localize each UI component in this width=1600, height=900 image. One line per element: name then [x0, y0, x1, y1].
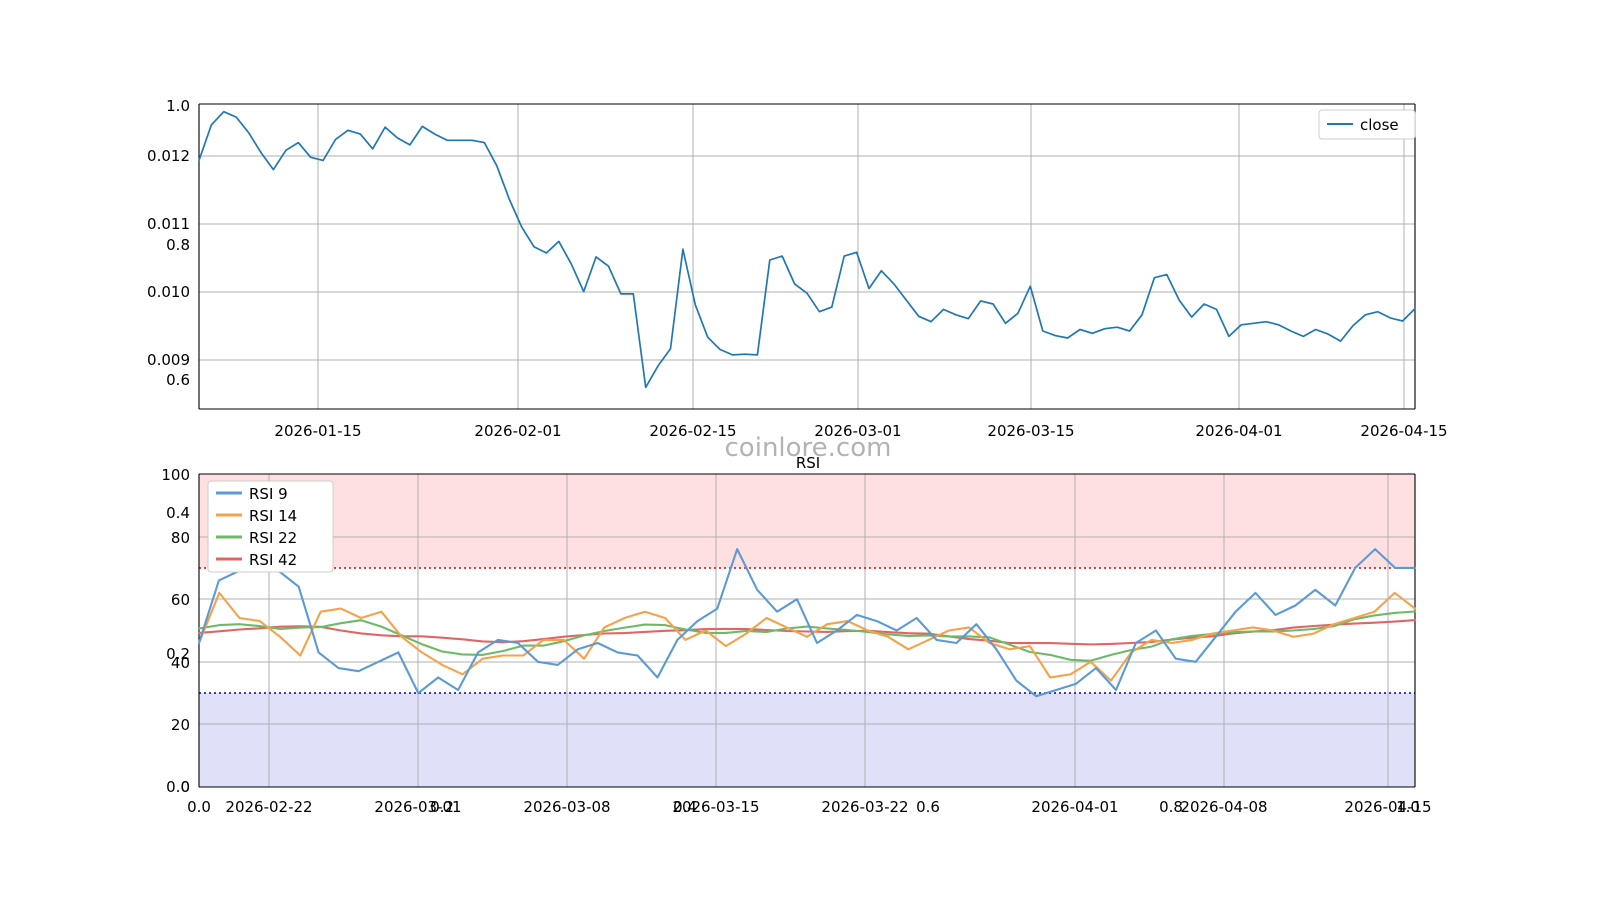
price-x-ticks: 2026-01-15 2026-02-01 2026-02-15 2026-03… — [274, 422, 1447, 440]
rsi-overbought-band — [199, 474, 1415, 568]
price-plot-background — [199, 104, 1415, 409]
price-ytick-1: 0.011 — [147, 215, 190, 233]
rsi-xtick-5: 2026-04-01 — [1031, 798, 1118, 816]
rsi-oversold-band — [199, 693, 1415, 787]
price-xtick-6: 2026-04-15 — [1360, 422, 1447, 440]
rsi-ytick-100: 100 — [161, 466, 190, 484]
rsi-panel-title: RSI — [796, 454, 820, 472]
price-legend[interactable]: close — [1318, 109, 1416, 140]
rsi-y-ticks-secondary: 0.4 0.2 0.0 — [166, 504, 190, 796]
price-legend-label-close: close — [1360, 116, 1399, 134]
rsi-panel: RSI 100 80 60 40 20 0 0.4 0.2 0.0 2026-0… — [161, 454, 1431, 816]
rsi-xtick-3: 2026-03-15 — [672, 798, 759, 816]
price-close-line — [198, 110, 1416, 389]
price-panel: 0.012 0.011 0.010 0.009 1.0 0.8 0.6 2026… — [147, 97, 1448, 440]
rsi-ytick-60: 60 — [171, 591, 190, 609]
rsi-ytick-sec-1: 0.2 — [166, 645, 190, 663]
rsi-xtick-sec-5: 1.0 — [1396, 798, 1420, 816]
rsi-xtick-4: 2026-03-22 — [821, 798, 908, 816]
rsi-legend-label-rsi-9: RSI 9 — [249, 485, 288, 503]
rsi-ytick-sec-2: 0.0 — [166, 778, 190, 796]
price-xtick-1: 2026-02-01 — [474, 422, 561, 440]
rsi-legend-label-rsi-14: RSI 14 — [249, 507, 297, 525]
rsi-ytick-40: 40 — [171, 654, 190, 672]
price-ytick-0: 0.012 — [147, 147, 190, 165]
rsi-axis-frame — [198, 473, 1416, 788]
rsi-xtick-7: 2026-04-15 — [1344, 798, 1431, 816]
price-legend-box — [1318, 109, 1416, 140]
rsi-xtick-1: 2026-03-01 — [374, 798, 461, 816]
rsi-ytick-80: 80 — [171, 529, 190, 547]
price-xtick-0: 2026-01-15 — [274, 422, 361, 440]
price-grid-horizontal — [199, 155, 1415, 361]
price-xtick-4: 2026-03-15 — [987, 422, 1074, 440]
rsi-xtick-sec-2: 0.4 — [673, 798, 697, 816]
rsi-x-ticks-secondary: 0.0 0.2 0.4 0.6 0.8 1.0 — [187, 798, 1420, 816]
price-ytick-sec-2: 0.6 — [166, 371, 190, 389]
price-ytick-sec-0: 1.0 — [166, 97, 190, 115]
rsi-xtick-6: 2026-04-08 — [1180, 798, 1267, 816]
rsi-legend[interactable]: RSI 9 RSI 14 RSI 22 RSI 42 — [207, 480, 334, 573]
price-y-ticks: 0.012 0.011 0.010 0.009 — [147, 147, 190, 369]
rsi-xtick-sec-1: 0.2 — [430, 798, 454, 816]
rsi-y-ticks: 100 80 60 40 20 0 — [161, 466, 190, 796]
rsi-legend-label-rsi-22: RSI 22 — [249, 529, 297, 547]
watermark: coinlore.com — [725, 433, 892, 463]
rsi-ytick-sec-0: 0.4 — [166, 504, 190, 522]
rsi-ytick-20: 20 — [171, 716, 190, 734]
rsi-x-ticks: 2026-02-22 2026-03-01 2026-03-08 2026-03… — [225, 798, 1431, 816]
price-grid-vertical — [317, 104, 1405, 409]
price-y-ticks-secondary: 1.0 0.8 0.6 — [166, 97, 190, 389]
price-ytick-sec-1: 0.8 — [166, 236, 190, 254]
rsi-xtick-sec-4: 0.8 — [1159, 798, 1183, 816]
rsi-grid-horizontal — [199, 536, 1415, 725]
rsi-14-line — [197, 591, 1417, 682]
rsi-9-line — [197, 548, 1417, 698]
rsi-xtick-sec-0: 0.0 — [187, 798, 211, 816]
price-xtick-5: 2026-04-01 — [1195, 422, 1282, 440]
rsi-legend-label-rsi-42: RSI 42 — [249, 551, 297, 569]
rsi-xtick-0: 2026-02-22 — [225, 798, 312, 816]
rsi-xtick-sec-3: 0.6 — [916, 798, 940, 816]
rsi-legend-box — [207, 480, 334, 573]
rsi-xtick-2: 2026-03-08 — [523, 798, 610, 816]
rsi-ytick-0: 0 — [180, 778, 190, 796]
price-xtick-3: 2026-03-01 — [814, 422, 901, 440]
price-axis-frame — [198, 103, 1416, 410]
price-xtick-2: 2026-02-15 — [649, 422, 736, 440]
price-ytick-3: 0.009 — [147, 351, 190, 369]
price-ytick-2: 0.010 — [147, 283, 190, 301]
